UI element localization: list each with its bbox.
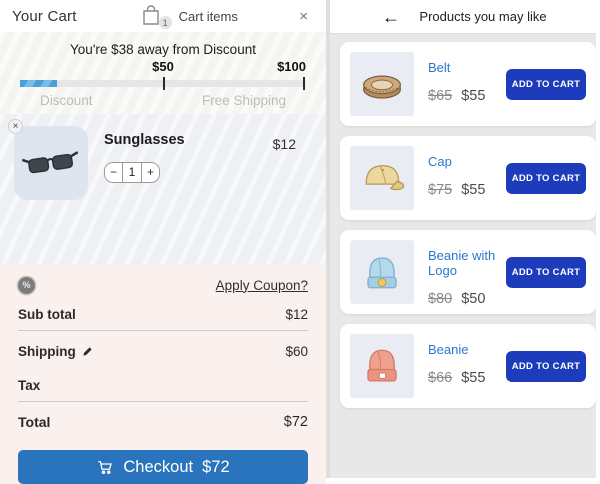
cart-item-row: × Sunglasses − 1 + $12 (8, 119, 312, 200)
checkout-label: Checkout (123, 457, 194, 476)
product-title[interactable]: Beanie (428, 342, 469, 357)
product-old-price: $66 (428, 370, 453, 386)
cart-panel: Your Cart 1 Cart items × You're $38 away… (0, 0, 330, 484)
discount-message: You're $38 away from Discount (70, 42, 256, 57)
progress-bar (20, 77, 306, 90)
add-to-cart-button[interactable]: ADD TO CART (506, 68, 586, 100)
product-card: Beanie with Logo $80 $50 ADD TO CART (340, 230, 596, 314)
product-image (350, 146, 414, 210)
edit-shipping-icon[interactable] (82, 346, 93, 357)
product-price: $55 (461, 370, 486, 386)
close-cart-icon[interactable]: × (299, 7, 308, 25)
discount-goal-label: Discount (40, 93, 93, 108)
item-price: $12 (272, 136, 296, 152)
cart-count-badge: 1 (158, 16, 172, 29)
cart-items-label: Cart items (178, 8, 238, 24)
apply-coupon-link[interactable]: Apply Coupon? (215, 277, 308, 293)
milestone-100-tick (303, 77, 305, 90)
product-card: Cap $75 $55 ADD TO CART (340, 136, 596, 220)
quantity-increase-button[interactable]: + (142, 163, 159, 182)
summary-divider (18, 401, 308, 402)
summary-divider (18, 330, 308, 331)
shipping-value: $60 (285, 343, 308, 359)
discount-progress-section: You're $38 away from Discount $50 $100 D… (0, 32, 326, 114)
product-card: Beanie $66 $55 ADD TO CART (340, 324, 596, 408)
milestone-50-label: $50 (152, 59, 174, 74)
checkout-button[interactable]: Checkout $72 (18, 450, 308, 484)
checkout-amount: $72 (202, 457, 230, 476)
coupon-icon: % (18, 276, 35, 294)
product-list: Belt $65 $55 ADD TO CART Cap $75 $55 ADD… (330, 34, 596, 418)
product-image (350, 240, 414, 304)
cart-title: Your Cart (12, 7, 77, 25)
suggestions-title: Products you may like (419, 9, 547, 24)
total-label: Total (18, 414, 51, 430)
product-card: Belt $65 $55 ADD TO CART (340, 42, 596, 126)
subtotal-row: Sub total $12 (18, 302, 308, 326)
product-title[interactable]: Beanie with Logo (428, 248, 496, 278)
quantity-decrease-button[interactable]: − (105, 163, 122, 182)
item-image (14, 126, 88, 200)
cart-header: Your Cart 1 Cart items × (0, 0, 326, 32)
back-arrow-icon[interactable]: ← (382, 6, 400, 27)
checkout-cart-icon (98, 461, 113, 475)
product-prices: $75 $55 (428, 182, 506, 198)
cart-items-section: × Sunglasses − 1 + $12 (0, 114, 326, 264)
suggestions-header: ← Products you may like (330, 0, 596, 34)
product-prices: $80 $50 (428, 291, 506, 307)
shipping-row: Shipping $60 (18, 339, 308, 363)
suggestions-panel: ← Products you may like Belt $65 $55 ADD… (330, 0, 596, 478)
order-summary: % Apply Coupon? Sub total $12 Shipping $… (0, 264, 326, 484)
add-to-cart-button[interactable]: ADD TO CART (506, 162, 586, 194)
milestone-50-tick (163, 77, 165, 90)
tax-label: Tax (18, 377, 41, 393)
product-image (350, 334, 414, 398)
product-prices: $66 $55 (428, 370, 506, 386)
total-row: Total $72 (18, 410, 308, 434)
product-price: $50 (461, 291, 486, 307)
add-to-cart-button[interactable]: ADD TO CART (506, 350, 586, 382)
total-value: $72 (283, 414, 308, 430)
quantity-value: 1 (122, 163, 142, 182)
product-image (350, 52, 414, 116)
subtotal-label: Sub total (18, 306, 76, 322)
product-price: $55 (461, 182, 486, 198)
product-title[interactable]: Cap (428, 154, 452, 169)
add-to-cart-button[interactable]: ADD TO CART (506, 256, 586, 288)
quantity-stepper: − 1 + (104, 162, 160, 183)
product-prices: $65 $55 (428, 88, 506, 104)
milestone-labels: $50 $100 (20, 59, 306, 77)
remove-item-icon[interactable]: × (8, 119, 23, 134)
subtotal-value: $12 (285, 306, 308, 322)
product-price: $55 (461, 88, 486, 104)
goal-labels: Discount Free Shipping (20, 93, 306, 108)
shipping-label: Shipping (18, 343, 76, 359)
product-title[interactable]: Belt (428, 60, 451, 75)
product-old-price: $75 (428, 182, 453, 198)
product-old-price: $65 (428, 88, 453, 104)
milestone-100-label: $100 (277, 59, 306, 74)
tax-row: Tax (18, 373, 308, 397)
item-name: Sunglasses (104, 132, 185, 148)
progress-fill (20, 80, 58, 87)
cart-bag-icon: 1 (139, 3, 172, 29)
free-shipping-goal-label: Free Shipping (201, 93, 286, 108)
product-old-price: $80 (428, 291, 453, 307)
